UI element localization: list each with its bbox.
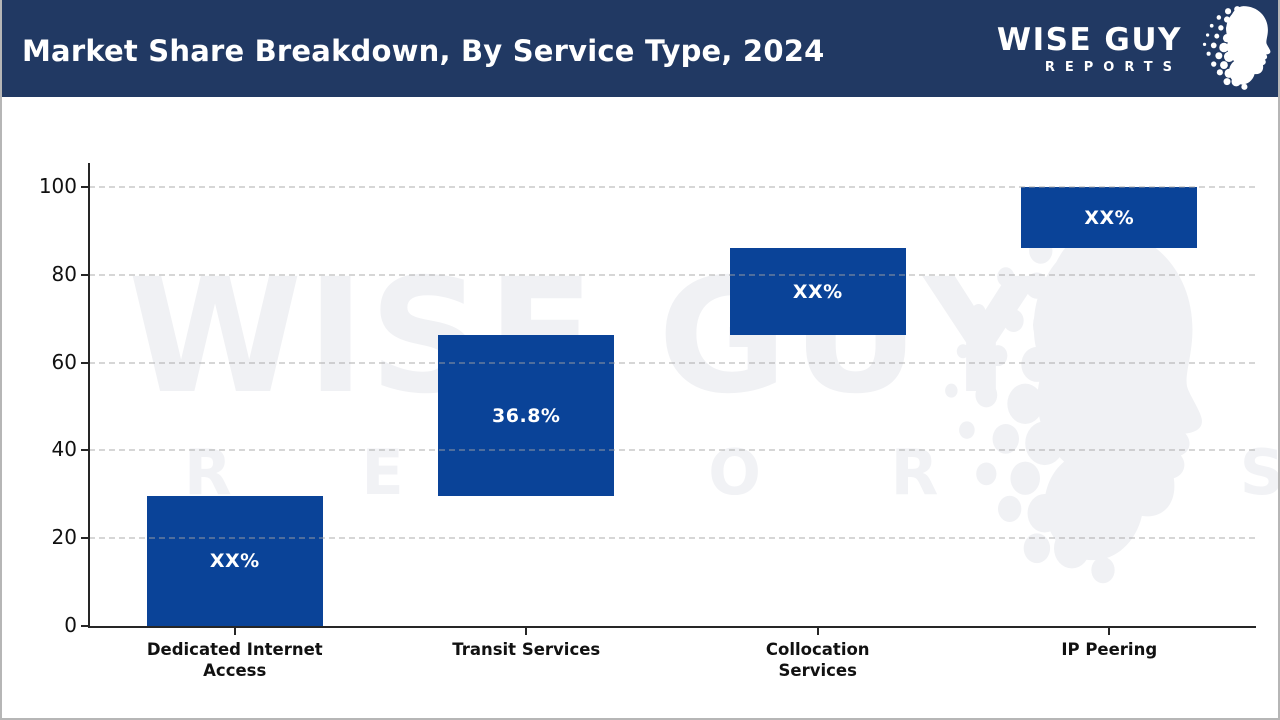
logo-subtext: REPORTS (1044, 60, 1182, 75)
bar-4: XX% (1021, 187, 1198, 249)
gridline-y20 (89, 537, 1255, 540)
x-category-label: Collocation Services (765, 640, 870, 681)
bar-1: XX% (146, 496, 323, 626)
x-category-label: IP Peering (1061, 640, 1158, 659)
y-tick-100 (81, 186, 89, 188)
gridline-y40 (89, 449, 1255, 452)
header-bar: Market Share Breakdown, By Service Type,… (2, 0, 1278, 97)
bar-value-label: 36.8% (492, 404, 561, 427)
gridline-y60 (89, 361, 1255, 364)
gridline-y80 (89, 273, 1255, 276)
x-tick-2 (525, 628, 528, 635)
y-tick-60 (81, 361, 89, 364)
bar-value-label: XX% (209, 550, 260, 573)
wiseguy-head-icon (1202, 6, 1271, 90)
x-tick-3 (816, 628, 819, 635)
y-axis-spine (88, 163, 90, 628)
y-tick-label: 100 (38, 174, 77, 198)
bar-value-label: XX% (1084, 206, 1135, 229)
y-tick-label: 60 (51, 349, 77, 374)
chart-title: Market Share Breakdown, By Service Type,… (22, 34, 825, 68)
x-tick-4 (1108, 628, 1111, 635)
y-tick-label: 20 (51, 525, 77, 550)
x-tick-1 (233, 628, 236, 635)
gridline-y100 (89, 186, 1255, 188)
y-tick-40 (81, 449, 89, 452)
bar-value-label: XX% (792, 280, 843, 303)
y-tick-label: 40 (51, 437, 77, 462)
y-tick-80 (81, 273, 89, 276)
wiseguy-logo: WISE GUY REPORTS (994, 0, 1274, 97)
watermark-head-icon (945, 228, 1202, 584)
x-category-label: Transit Services (452, 640, 601, 659)
y-tick-20 (81, 537, 89, 540)
bar-2: 36.8% (438, 334, 615, 497)
y-tick-0 (81, 625, 89, 627)
y-tick-label: 80 (51, 261, 77, 286)
x-category-label: Dedicated Internet Access (146, 640, 323, 681)
x-axis-spine (88, 626, 1256, 628)
logo-wordmark: WISE GUY (996, 22, 1182, 58)
bar-3: XX% (729, 248, 906, 335)
y-tick-label: 0 (64, 613, 77, 637)
